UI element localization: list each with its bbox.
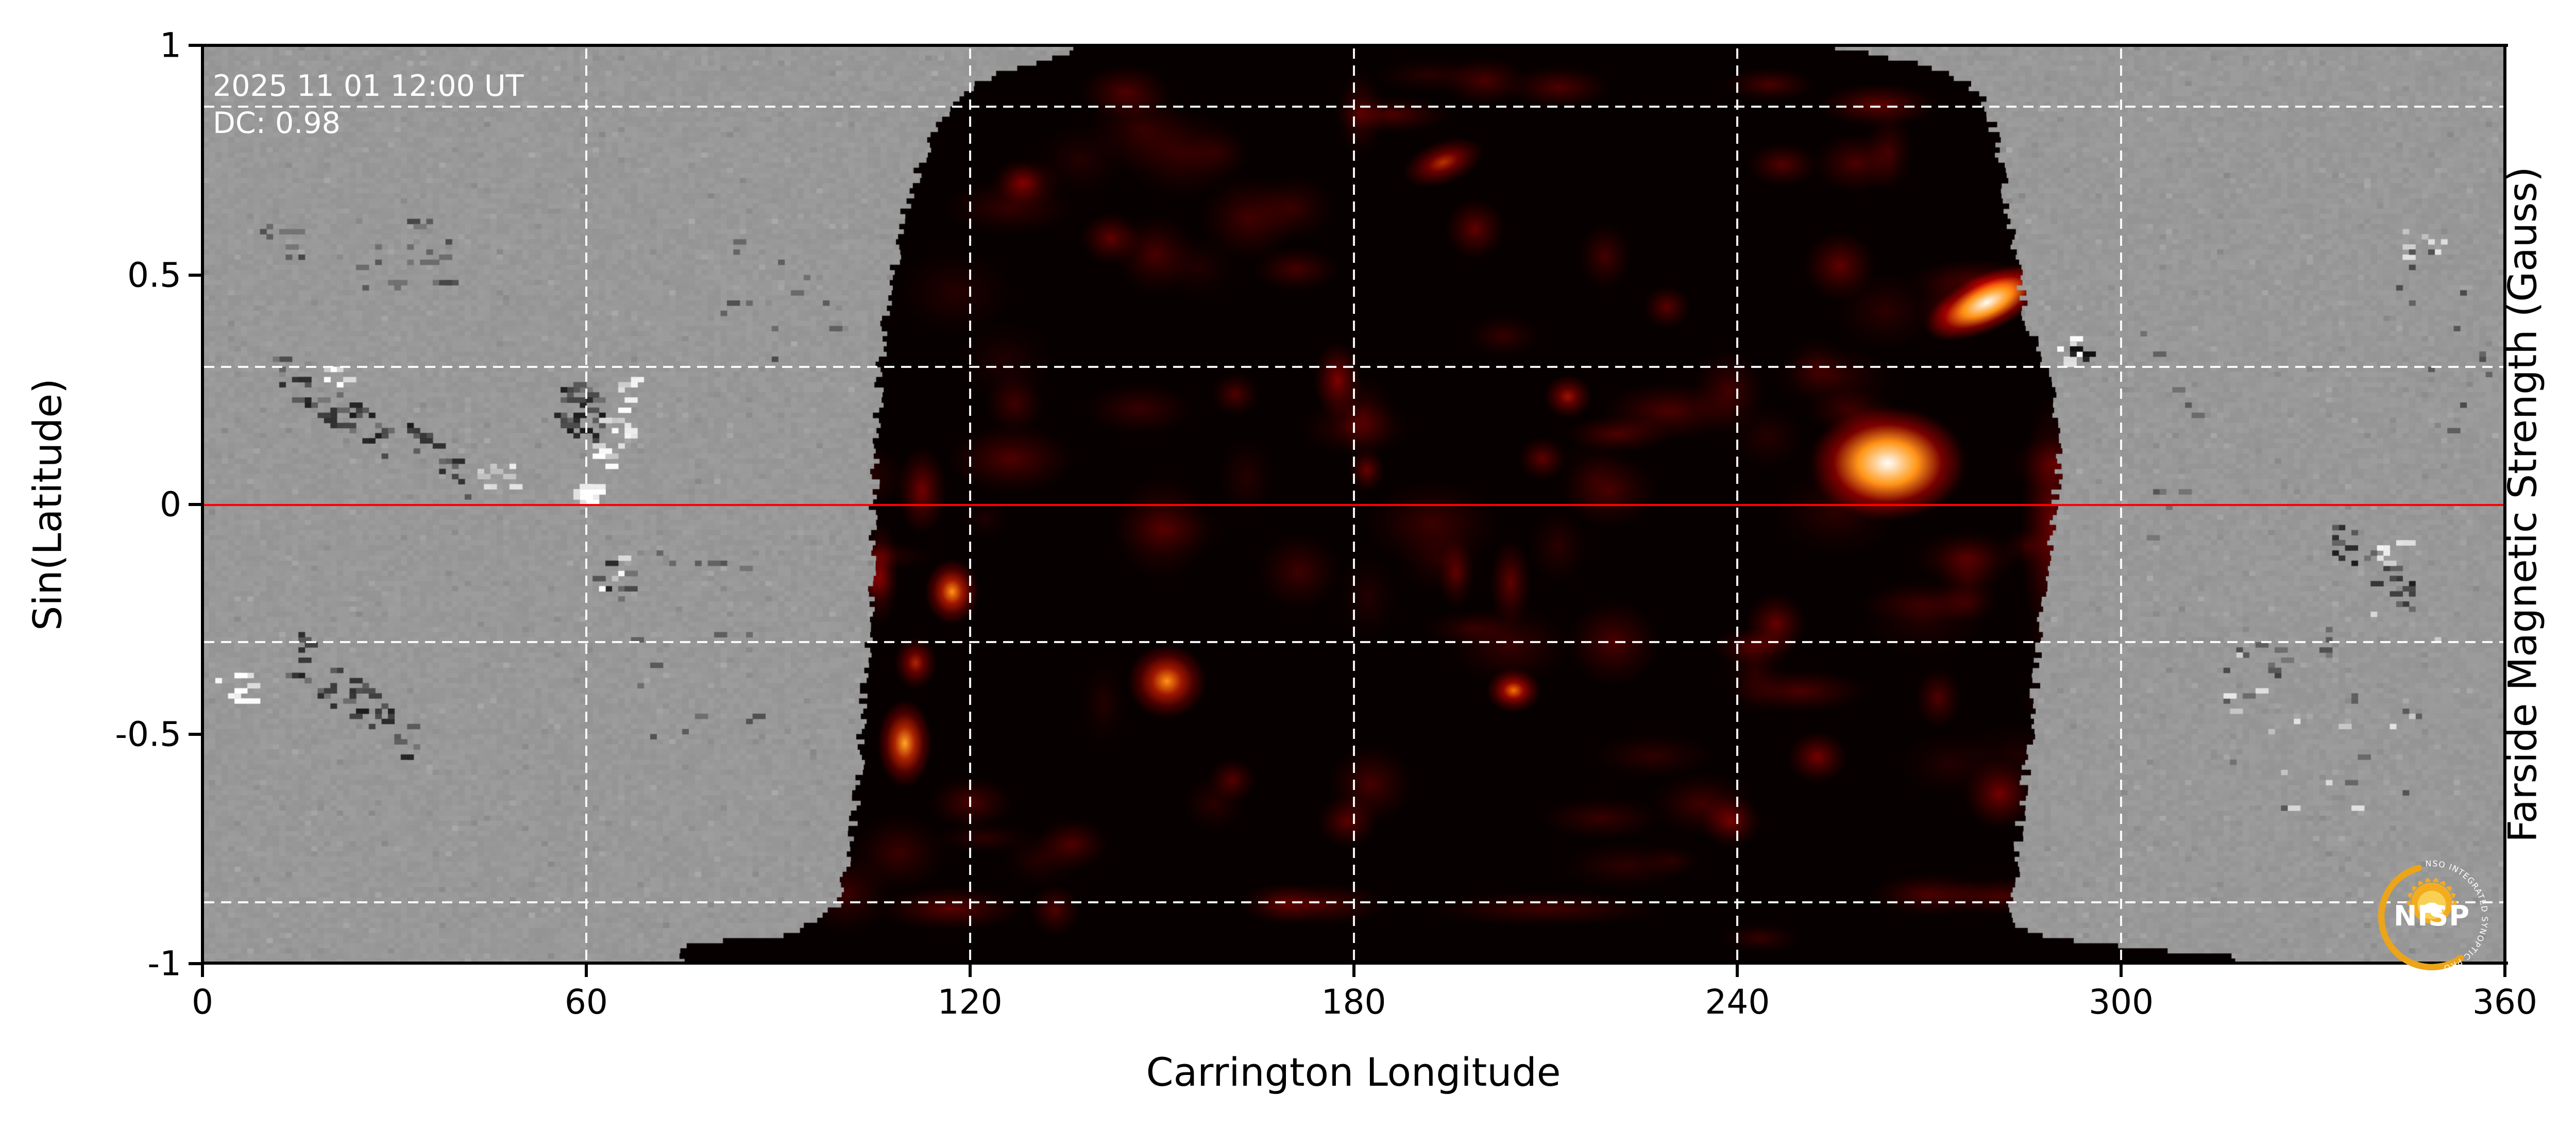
x-axis-label: Carrington Longitude — [1146, 1049, 1561, 1095]
spine-left — [201, 44, 204, 965]
overlay-duty-cycle: DC: 0.98 — [213, 106, 341, 140]
y-tick — [189, 962, 201, 965]
equator-line — [204, 504, 2503, 506]
nisp-logo: NSO INTEGRATED SYNOPTIC PROGRAM NISP — [2373, 858, 2489, 973]
x-tick-label: 240 — [1705, 982, 1770, 1022]
y-tick — [189, 503, 201, 506]
spine-bottom — [201, 962, 2508, 965]
x-tick-label: 300 — [2089, 982, 2154, 1022]
spine-top — [201, 44, 2508, 47]
x-tick — [1352, 965, 1355, 977]
x-tick-label: 180 — [1321, 982, 1386, 1022]
y-tick — [189, 44, 201, 47]
y-tick-label: 0 — [160, 484, 181, 525]
y-tick — [189, 732, 201, 736]
y-tick — [189, 273, 201, 277]
x-tick — [2503, 965, 2506, 977]
x-tick-label: 360 — [2472, 982, 2537, 1022]
gridline-sinlat-0.866 — [204, 106, 2503, 108]
x-tick-label: 120 — [937, 982, 1003, 1022]
x-tick — [968, 965, 972, 977]
logo-sun-dome-icon — [2421, 902, 2442, 913]
x-tick — [2120, 965, 2123, 977]
x-tick — [584, 965, 588, 977]
y-tick-label: -0.5 — [115, 714, 181, 754]
logo-word: NISP — [2394, 900, 2470, 932]
spine-right — [2503, 44, 2506, 965]
y-tick-label: 0.5 — [127, 255, 181, 295]
gridline-sinlat--0.3 — [204, 641, 2503, 644]
y-tick-label: 1 — [160, 25, 181, 65]
gridline-sinlat-0.3 — [204, 365, 2503, 368]
y-axis-label: Sin(Latitude) — [24, 378, 71, 631]
x-tick — [201, 965, 204, 977]
x-tick-label: 0 — [192, 982, 213, 1022]
x-tick — [1736, 965, 1739, 977]
logo-ring-arc — [2378, 865, 2464, 970]
overlay-datetime: 2025 11 01 12:00 UT — [213, 69, 524, 103]
x-tick-label: 60 — [564, 982, 608, 1022]
y-tick-label: -1 — [147, 944, 181, 984]
gridline-sinlat--0.866 — [204, 901, 2503, 903]
